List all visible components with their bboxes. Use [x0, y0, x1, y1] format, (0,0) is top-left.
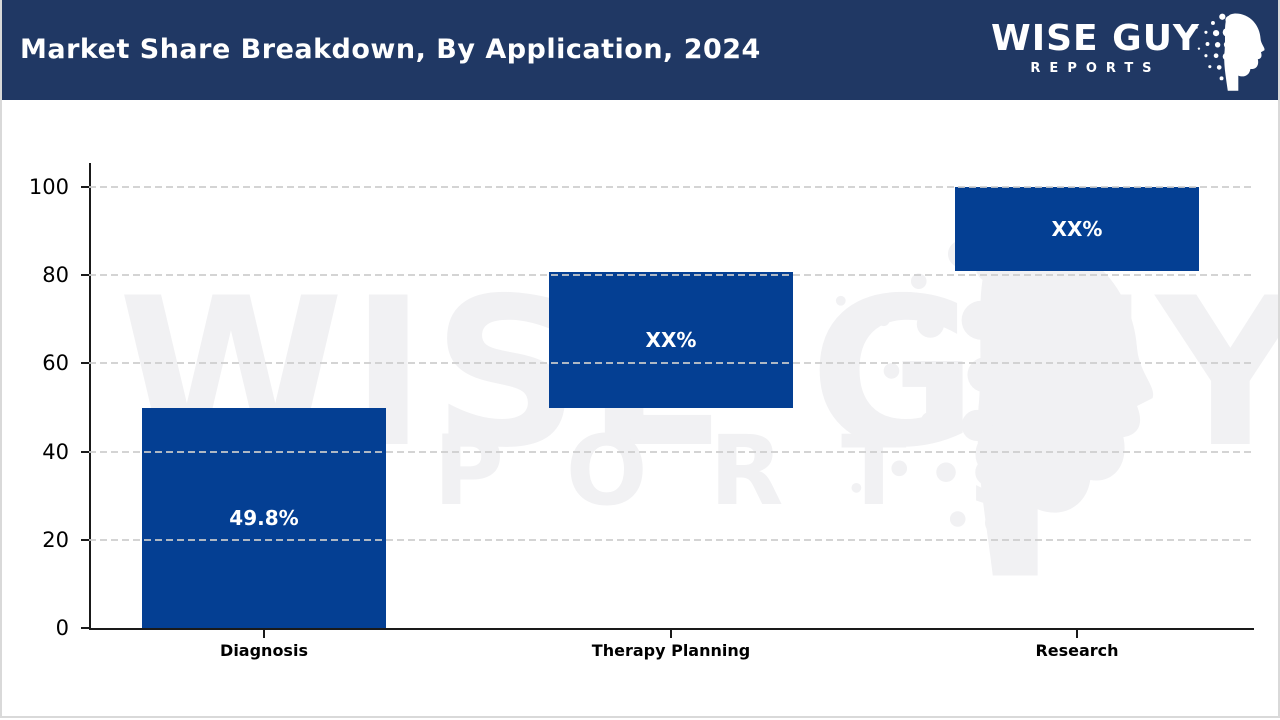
- y-axis-tick-label: 100: [28, 175, 69, 199]
- y-axis-tick: [81, 450, 89, 453]
- y-axis-tick-label: 60: [42, 351, 69, 376]
- x-axis-tick: [670, 630, 672, 638]
- y-axis-tick: [81, 627, 89, 629]
- bar-research: [955, 187, 1199, 271]
- bar-diagnosis: [142, 408, 386, 628]
- page-title: Market Share Breakdown, By Application, …: [20, 34, 761, 65]
- bar-therapy-planning: [549, 272, 793, 409]
- y-axis-tick: [81, 362, 89, 365]
- x-axis-category-label: Research: [1035, 641, 1119, 660]
- bar-value-label: XX%: [1051, 216, 1103, 241]
- x-axis-category-label: Diagnosis: [220, 641, 308, 660]
- y-axis-tick-label: 80: [42, 263, 69, 288]
- brand-name: WISE GUY: [990, 18, 1200, 59]
- y-axis-tick-label: 40: [42, 439, 69, 464]
- brand-subname: REPORTS: [1030, 61, 1161, 76]
- y-axis-tick: [81, 186, 89, 188]
- gridline-100: [89, 186, 1252, 188]
- gridline-20: [89, 538, 1252, 541]
- gridline-80: [89, 274, 1252, 277]
- y-axis-tick-label: 0: [55, 616, 69, 640]
- gridline-60: [89, 362, 1252, 365]
- x-axis-line: [89, 628, 1254, 630]
- y-axis-line: [89, 163, 91, 630]
- bar-value-label: 49.8%: [229, 506, 299, 531]
- brand-logo-text: WISE GUY REPORTS: [991, 20, 1200, 78]
- brand-logo: WISE GUY REPORTS: [991, 6, 1266, 94]
- bar-value-label: XX%: [645, 328, 697, 353]
- x-axis-tick: [1076, 630, 1078, 638]
- y-axis-tick: [81, 538, 89, 541]
- x-axis-category-label: Therapy Planning: [591, 641, 751, 660]
- x-axis-tick: [263, 630, 265, 638]
- y-axis-tick: [81, 274, 89, 277]
- y-axis-tick-label: 20: [42, 527, 69, 552]
- brand-head-icon: [1195, 13, 1265, 91]
- gridline-40: [89, 450, 1252, 453]
- header-bar: Market Share Breakdown, By Application, …: [0, 0, 1280, 100]
